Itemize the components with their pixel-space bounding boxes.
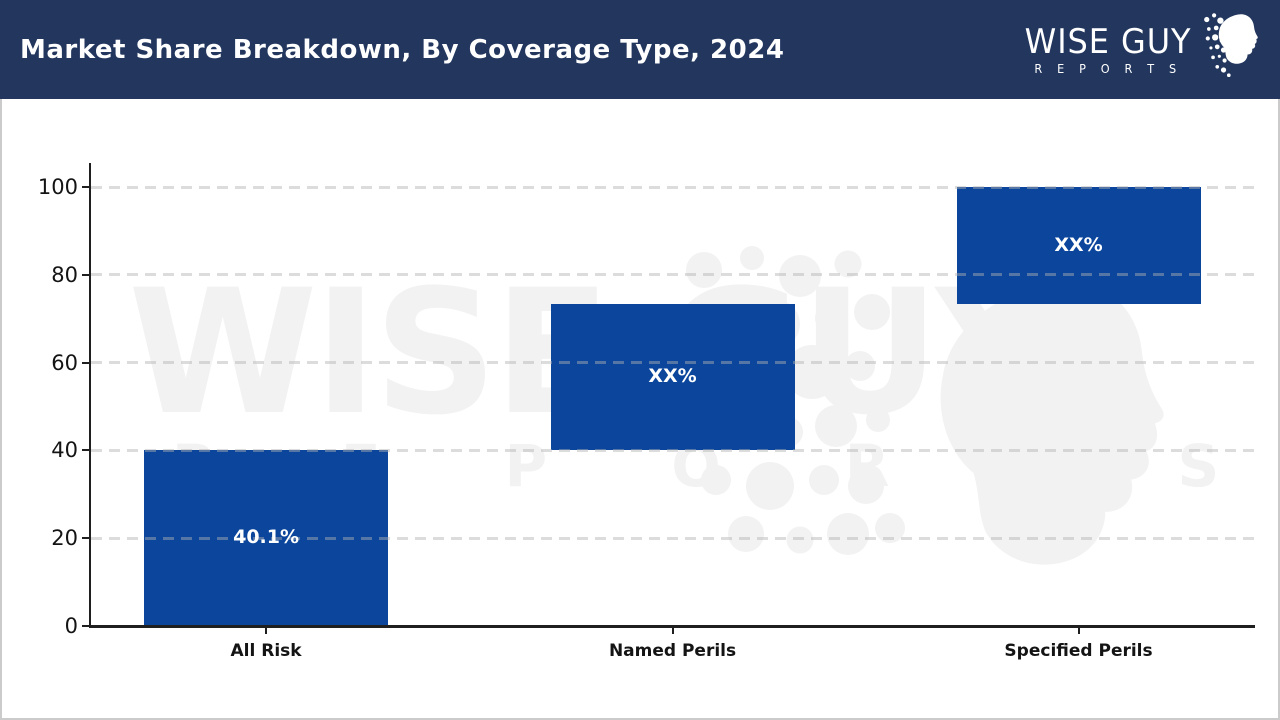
x-tick-3 [1077, 627, 1080, 634]
wiseguy-head-icon [1204, 12, 1258, 77]
gridline-40 [91, 448, 1255, 452]
gridline-20 [91, 536, 1255, 540]
bar-value-label: XX% [648, 365, 697, 388]
y-tick-label-80: 80 [51, 262, 78, 287]
y-tick-label-100: 100 [37, 175, 78, 199]
y-tick-40 [82, 449, 89, 452]
y-tick-80 [82, 273, 89, 276]
bar-all-risk [144, 449, 389, 626]
y-axis [89, 163, 91, 626]
brand-name: WISE GUY [1025, 21, 1192, 62]
x-category-label: Specified Perils [1004, 641, 1153, 661]
header-bar: Market Share Breakdown, By Coverage Type… [0, 0, 1280, 99]
bar-value-label: XX% [1054, 233, 1103, 256]
x-category-label: All Risk [230, 641, 302, 661]
x-tick-1 [265, 627, 268, 634]
bar-value-label: 40.1% [233, 525, 300, 548]
y-tick-label-20: 20 [51, 526, 78, 551]
y-tick-100 [82, 186, 89, 188]
bar-named-perils [550, 304, 795, 450]
page-title: Market Share Breakdown, By Coverage Type… [20, 34, 785, 65]
y-tick-0 [82, 625, 89, 627]
x-category-label: Named Perils [608, 641, 737, 661]
bar-specified-perils [956, 187, 1201, 305]
x-axis [89, 625, 1255, 628]
chart-canvas: WISE GUY R E P O R T S 40.1%XX%XX%020406… [0, 99, 1280, 720]
gridline-60 [91, 361, 1255, 365]
gridline-100 [91, 185, 1255, 189]
plot-area: 40.1% XX% XX% 0 20 40 60 80 100 All Risk Named Per… [38, 163, 1255, 660]
y-tick-label-0: 0 [64, 614, 78, 638]
gridline-80 [91, 273, 1255, 277]
brand-subname: R E P O R T S [1034, 61, 1183, 76]
y-tick-20 [82, 537, 89, 540]
brand-logo-text: WISE GUY R E P O R T S [1025, 25, 1192, 75]
x-tick-2 [671, 627, 674, 634]
brand-logo: WISE GUY R E P O R T S [1014, 8, 1280, 92]
y-tick-label-60: 60 [51, 350, 78, 375]
y-tick-60 [82, 361, 89, 364]
y-tick-label-40: 40 [51, 438, 78, 463]
